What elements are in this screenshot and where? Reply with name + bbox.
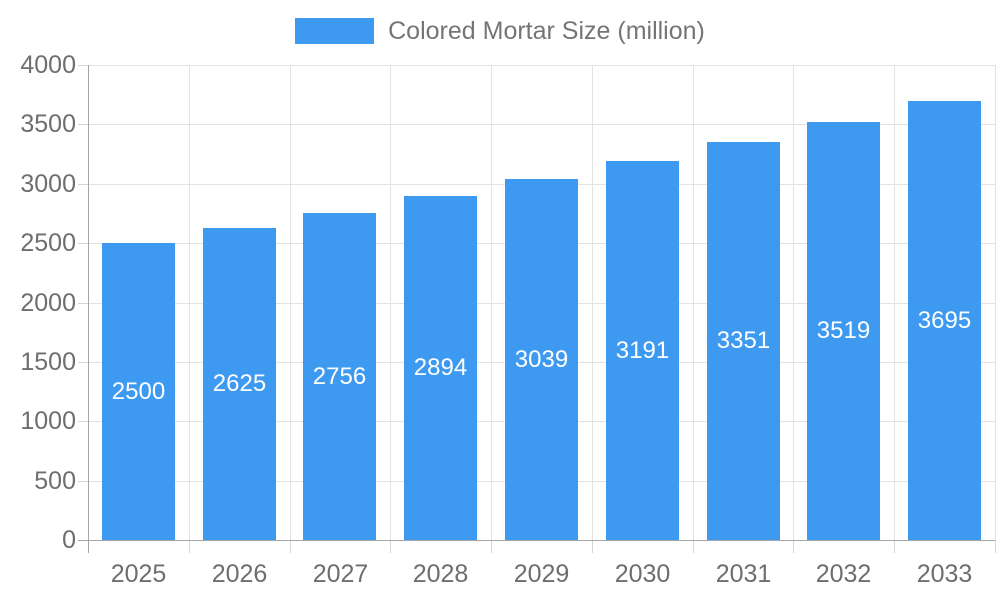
y-tick-mark — [78, 124, 88, 125]
x-axis-tick-label: 2029 — [513, 560, 570, 588]
x-gridline — [592, 65, 593, 540]
x-tick-mark — [592, 540, 593, 553]
bar-value-label: 3039 — [514, 345, 569, 373]
x-gridline — [894, 65, 895, 540]
x-tick-mark — [491, 540, 492, 553]
x-axis-tick-label: 2031 — [715, 560, 772, 588]
legend-label: Colored Mortar Size (million) — [388, 17, 705, 45]
x-gridline — [793, 65, 794, 540]
x-axis-line — [78, 540, 995, 541]
bar-value-label: 2756 — [312, 362, 367, 390]
y-axis-tick-label: 4000 — [20, 51, 76, 79]
x-axis-tick-label: 2030 — [614, 560, 671, 588]
bar-value-label: 3351 — [716, 327, 771, 354]
y-axis-tick-label: 3500 — [20, 110, 76, 138]
bar: 2756 — [303, 213, 376, 540]
x-tick-mark — [894, 540, 895, 553]
y-tick-mark — [78, 184, 88, 185]
y-axis-tick-label: 500 — [34, 467, 76, 495]
bar-value-label: 3519 — [816, 317, 871, 344]
y-axis-tick-label: 0 — [62, 526, 76, 554]
y-axis-tick-label: 1000 — [20, 407, 76, 435]
y-axis-tick-label: 3000 — [20, 170, 76, 198]
bar-value-label: 3695 — [917, 306, 972, 334]
bar: 2894 — [404, 196, 477, 540]
y-tick-mark — [78, 362, 88, 363]
bar-value-label: 2894 — [413, 354, 468, 381]
x-gridline — [290, 65, 291, 540]
x-axis-tick-label: 2027 — [312, 560, 369, 588]
x-axis-tick-label: 2032 — [815, 560, 872, 588]
x-tick-mark — [693, 540, 694, 553]
bar: 3519 — [807, 122, 880, 540]
x-tick-mark — [995, 540, 996, 553]
legend: Colored Mortar Size (million) — [0, 18, 1000, 44]
bar-value-label: 2625 — [212, 370, 267, 397]
bar-value-label: 3191 — [615, 336, 670, 364]
y-tick-mark — [78, 421, 88, 422]
bar-value-label: 2500 — [111, 377, 166, 405]
x-gridline — [390, 65, 391, 540]
x-tick-mark — [793, 540, 794, 553]
x-tick-mark — [290, 540, 291, 553]
y-tick-mark — [78, 243, 88, 244]
x-axis-tick-label: 2033 — [916, 560, 973, 588]
y-gridline — [88, 124, 995, 125]
x-gridline — [189, 65, 190, 540]
bar: 3191 — [606, 161, 679, 540]
bar: 2500 — [102, 243, 175, 540]
x-axis-tick-label: 2025 — [110, 560, 167, 588]
bar: 3695 — [908, 101, 981, 540]
y-axis-tick-label: 2500 — [20, 229, 76, 257]
x-gridline — [491, 65, 492, 540]
x-tick-mark — [390, 540, 391, 553]
legend-swatch — [295, 18, 375, 44]
bar: 3351 — [707, 142, 780, 540]
x-axis-tick-label: 2028 — [412, 560, 469, 588]
y-axis-line — [88, 65, 89, 553]
bar: 3039 — [505, 179, 578, 540]
x-axis-tick-label: 2026 — [211, 560, 268, 588]
y-tick-mark — [78, 303, 88, 304]
x-gridline — [693, 65, 694, 540]
y-gridline — [88, 65, 995, 66]
y-tick-mark — [78, 65, 88, 66]
x-gridline — [995, 65, 996, 540]
y-axis-tick-label: 1500 — [20, 348, 76, 376]
y-tick-mark — [78, 481, 88, 482]
x-tick-mark — [189, 540, 190, 553]
bar: 2625 — [203, 228, 276, 540]
y-axis-tick-label: 2000 — [20, 289, 76, 317]
